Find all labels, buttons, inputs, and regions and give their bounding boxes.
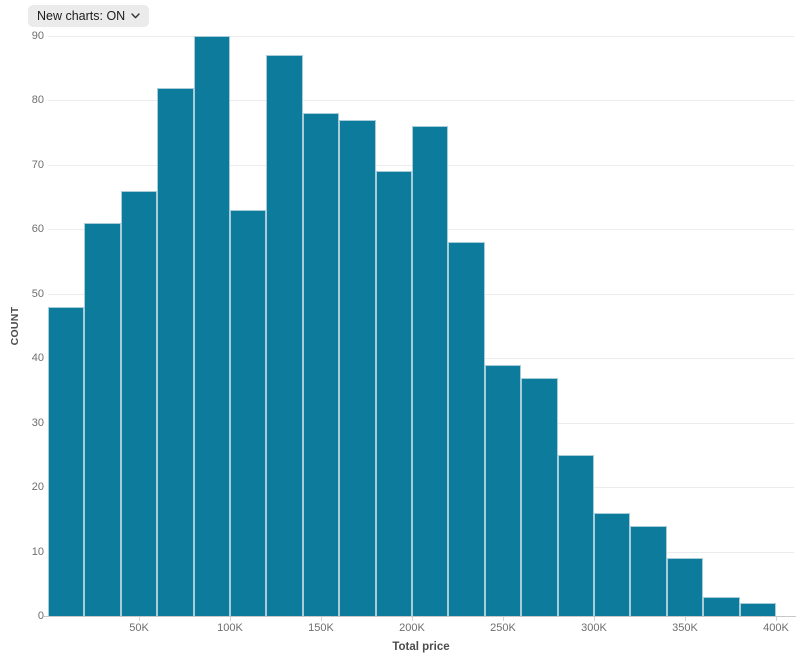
histogram-bar-16[interactable] — [594, 512, 631, 616]
y-tick-label-10: 10 — [31, 545, 44, 558]
histogram-bar-19[interactable] — [703, 596, 740, 616]
x-tick-label-100K: 100K — [217, 622, 243, 634]
histogram-bar-15[interactable] — [557, 454, 594, 616]
x-tick-mark-250K — [503, 617, 504, 621]
x-tick-label-150K: 150K — [308, 622, 334, 634]
histogram-bar-17[interactable] — [630, 525, 667, 616]
x-tick-mark-400K — [776, 617, 777, 621]
y-tick-label-50: 50 — [31, 287, 44, 300]
histogram-bar-2[interactable] — [84, 222, 121, 616]
y-tick-label-0: 0 — [37, 610, 44, 622]
x-tick-mark-50K — [139, 617, 140, 621]
x-tick-label-200K: 200K — [399, 622, 425, 634]
histogram-bar-4[interactable] — [157, 87, 194, 616]
chevron-down-icon — [131, 13, 140, 19]
x-tick-label-400K: 400K — [763, 622, 789, 634]
histogram-bar-1[interactable] — [48, 306, 85, 616]
y-axis-title: COUNT — [9, 306, 21, 346]
x-axis-line — [44, 616, 796, 617]
histogram-bar-5[interactable] — [193, 36, 230, 616]
y-tick-label-60: 60 — [31, 223, 44, 236]
histogram-bar-10[interactable] — [375, 171, 412, 616]
x-tick-label-350K: 350K — [672, 622, 698, 634]
histogram-bar-18[interactable] — [666, 558, 704, 616]
y-tick-label-20: 20 — [31, 481, 44, 494]
x-axis-title: Total price — [392, 641, 450, 653]
x-tick-mark-300K — [594, 617, 595, 621]
histogram-bar-6[interactable] — [230, 210, 267, 616]
plot-area — [48, 36, 794, 616]
histogram-bar-12[interactable] — [448, 242, 485, 616]
x-tick-mark-200K — [412, 617, 413, 621]
histogram-bar-14[interactable] — [521, 377, 558, 616]
histogram-bar-11[interactable] — [412, 126, 449, 616]
histogram-bar-3[interactable] — [120, 190, 158, 616]
new-charts-dropdown[interactable]: New charts: ON — [28, 5, 150, 27]
new-charts-dropdown-label: New charts: ON — [37, 9, 126, 23]
x-tick-mark-100K — [230, 617, 231, 621]
x-tick-mark-150K — [321, 617, 322, 621]
x-tick-mark-350K — [685, 617, 686, 621]
y-tick-label-80: 80 — [31, 94, 44, 107]
histogram-bar-7[interactable] — [266, 55, 303, 616]
y-tick-label-30: 30 — [31, 416, 44, 429]
y-tick-label-40: 40 — [31, 352, 44, 365]
histogram-bar-9[interactable] — [339, 119, 376, 616]
histogram-bar-8[interactable] — [302, 113, 340, 616]
y-tick-label-90: 90 — [31, 30, 44, 42]
gridline-y-80 — [48, 100, 794, 102]
histogram-bar-20[interactable] — [739, 603, 776, 616]
x-tick-label-300K: 300K — [581, 622, 607, 634]
gridline-y-90 — [48, 36, 794, 37]
y-tick-label-70: 70 — [31, 158, 44, 171]
histogram-bar-13[interactable] — [484, 364, 522, 616]
x-tick-label-250K: 250K — [490, 622, 516, 634]
x-tick-label-50K: 50K — [129, 622, 149, 634]
